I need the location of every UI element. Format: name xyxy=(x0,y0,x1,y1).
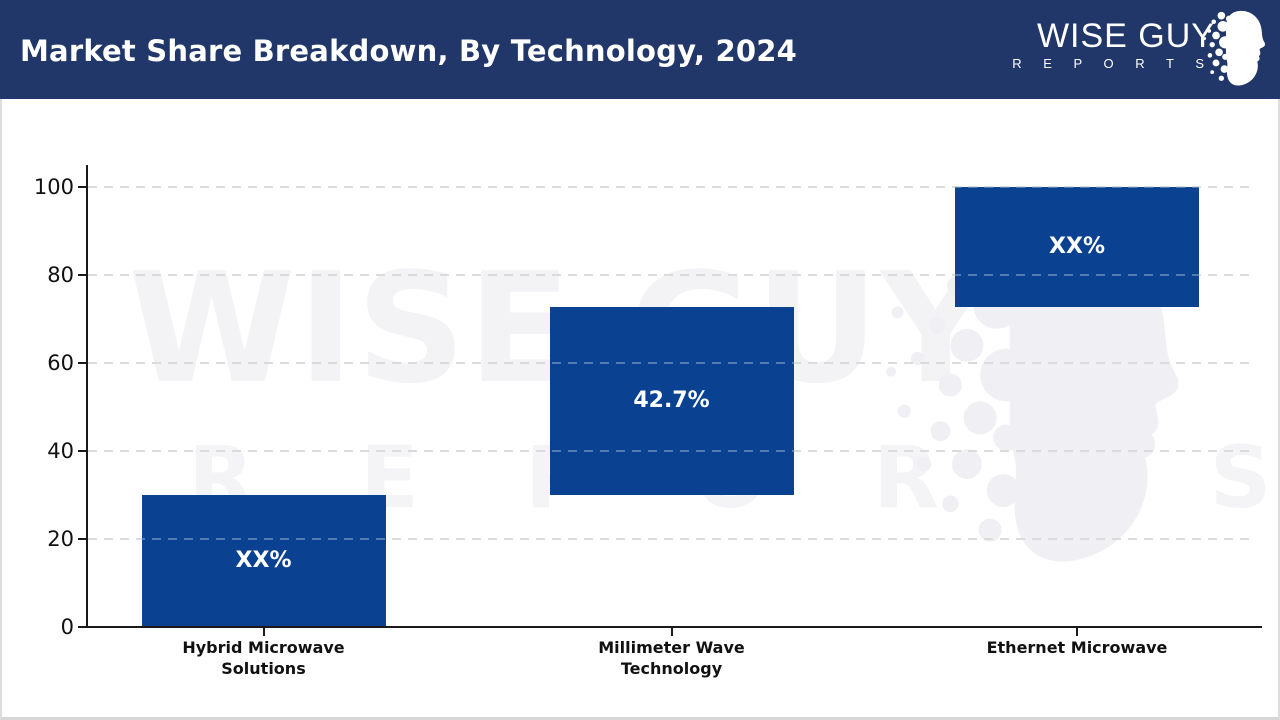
x-axis-line xyxy=(86,626,1262,628)
page-title: Market Share Breakdown, By Technology, 2… xyxy=(20,34,798,68)
logo-subtitle: R E P O R T S xyxy=(1012,56,1213,71)
x-axis-tick xyxy=(670,628,673,636)
bar xyxy=(549,307,794,495)
logo: WISE GUY R E P O R T S xyxy=(990,18,1215,71)
gridline-overlay xyxy=(88,186,1256,188)
y-tick-label: 0 xyxy=(60,615,74,639)
y-tick-label: 40 xyxy=(47,439,74,463)
x-axis-tick xyxy=(1076,628,1078,636)
y-tick-label: 20 xyxy=(47,527,74,551)
category-label: Millimeter Wave Technology xyxy=(598,638,745,678)
y-axis-tick xyxy=(78,274,86,276)
y-axis-tick xyxy=(78,450,86,452)
bar xyxy=(141,495,386,627)
y-axis-line xyxy=(86,165,88,628)
gridline xyxy=(88,186,1256,188)
category-label: Hybrid Microwave Solutions xyxy=(182,638,345,678)
dotted-head-profile-icon xyxy=(1203,10,1265,86)
y-tick-label: 80 xyxy=(47,263,74,287)
header-bar: Market Share Breakdown, By Technology, 2… xyxy=(0,0,1280,99)
category-label: Ethernet Microwave xyxy=(986,638,1168,657)
gridline-overlay xyxy=(88,274,1256,276)
bar-value-label: 42.7% xyxy=(633,388,710,414)
y-axis-tick xyxy=(78,362,86,364)
y-axis-tick xyxy=(78,626,86,628)
gridline-overlay xyxy=(88,362,1256,364)
y-axis-tick xyxy=(78,186,86,188)
bar xyxy=(955,187,1199,308)
y-tick-label: 60 xyxy=(47,351,74,375)
y-axis-tick xyxy=(78,538,86,540)
gridline-overlay xyxy=(88,538,1256,540)
x-axis-tick xyxy=(262,628,265,636)
bar-value-label: XX% xyxy=(235,548,292,573)
gridline-overlay xyxy=(88,450,1256,452)
logo-wordmark: WISE GUY xyxy=(1036,17,1215,55)
gridline xyxy=(88,538,1256,540)
gridline xyxy=(88,274,1256,276)
bar-value-label: XX% xyxy=(1049,234,1105,260)
y-tick-label: 100 xyxy=(33,175,74,199)
